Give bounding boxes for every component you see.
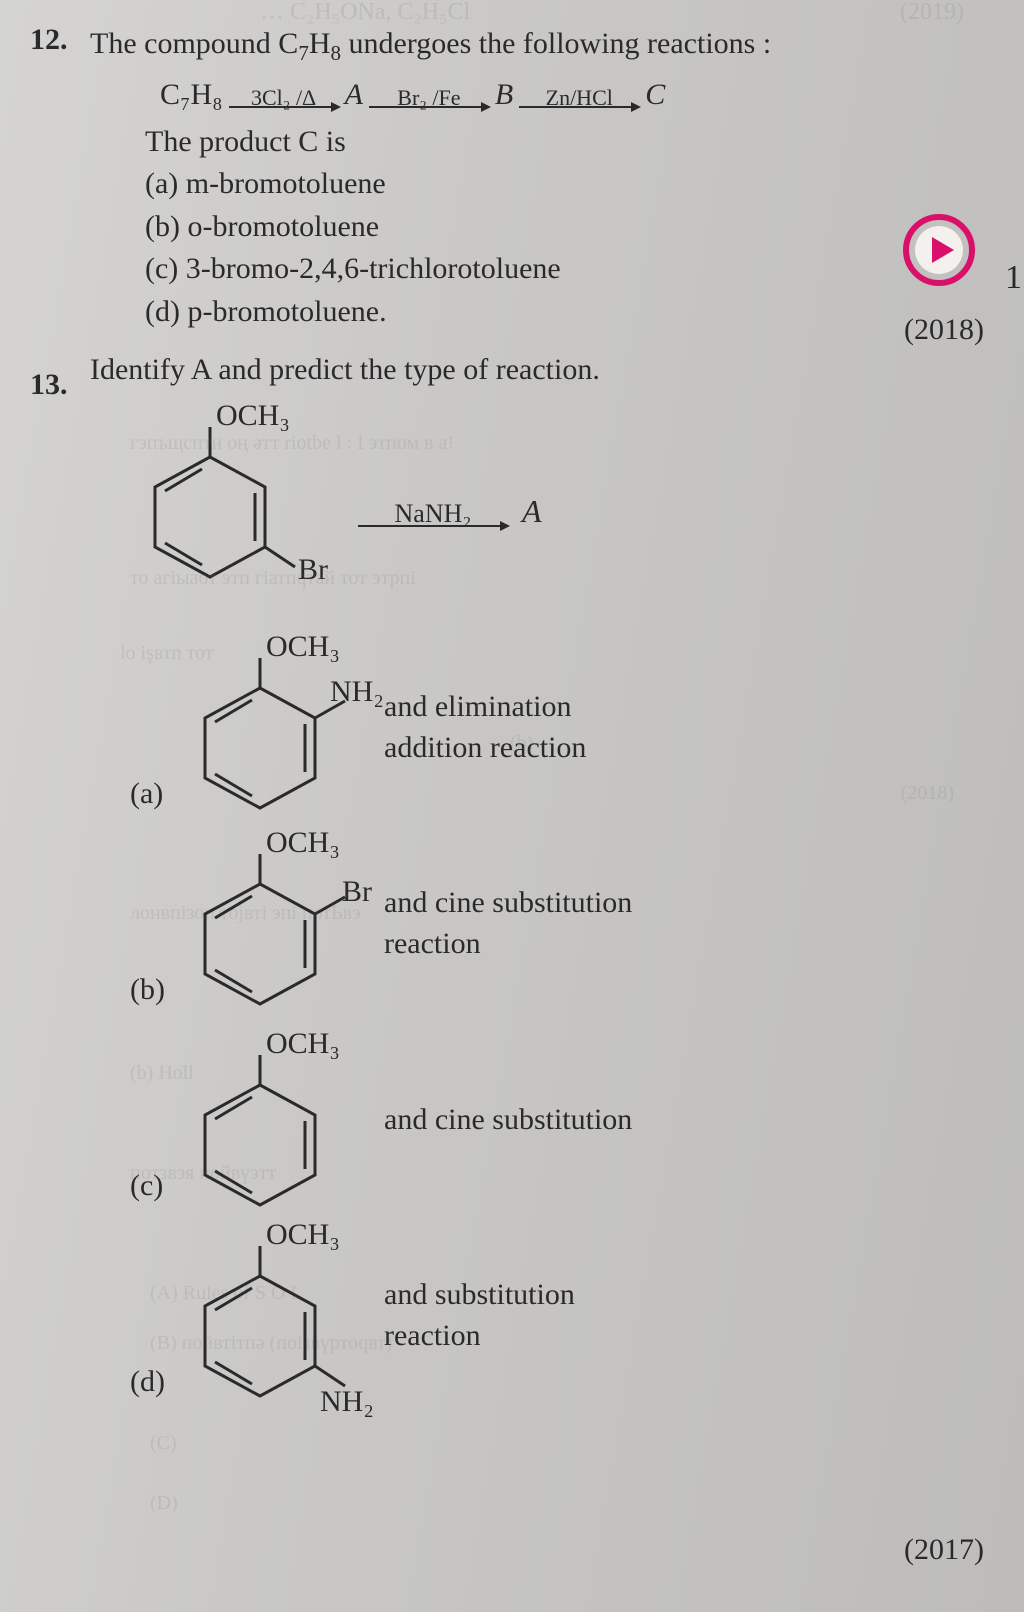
q12-C: C	[645, 75, 665, 116]
option-a-text: and elimination addition reaction	[384, 687, 586, 768]
arrow-1: 3Cl₂ /Δ	[229, 83, 339, 109]
question-number-13: 13.	[30, 365, 68, 406]
page: … C₂H₅ONa, C₂H₅Cl (2019) 12. The compoun…	[0, 0, 1024, 1612]
q12-prompt-a: The compound C	[90, 27, 298, 60]
q13-option-a: (a) OCH₃ NH₂ and elimination addition re…	[130, 633, 994, 823]
video-play-badge[interactable]	[904, 215, 974, 285]
option-b-label: (b)	[130, 970, 190, 1019]
q13-reactant-structure: OCH₃ Br	[130, 397, 350, 627]
year-2018: (2018)	[904, 310, 984, 351]
option-a-structure: OCH₃ NH₂	[190, 633, 370, 823]
q12-sub2: 8	[330, 41, 341, 65]
svg-text:Br: Br	[342, 875, 372, 908]
year-2017: (2017)	[904, 1530, 984, 1571]
arrow-line	[369, 106, 489, 108]
question-number-12: 12.	[30, 20, 68, 61]
q13-option-d: (d) OCH₃ NH₂ and substitution reaction	[130, 1221, 994, 1411]
q12-A: A	[345, 75, 363, 116]
svg-text:OCH₃: OCH₃	[266, 1218, 340, 1251]
svg-text:OCH₃: OCH₃	[266, 1027, 340, 1060]
arrow-line	[229, 106, 339, 108]
option-b-text: and cine substitution reaction	[384, 883, 632, 964]
option-b-text-1: and cine substitution	[384, 883, 632, 924]
play-icon	[904, 215, 974, 285]
q12-line2: The product C is	[145, 122, 994, 163]
option-c-structure: OCH₃	[190, 1025, 370, 1215]
option-c-text: and cine substitution	[384, 1100, 632, 1141]
option-a-text-2: addition reaction	[384, 728, 586, 769]
ghost-text: (С)	[150, 1430, 177, 1457]
q12-opt-d: (d) p-bromotoluene.	[145, 292, 994, 333]
option-d-text-2: reaction	[384, 1316, 575, 1357]
q13-product-A: A	[522, 490, 542, 533]
ghost-text: (D)	[150, 1490, 178, 1517]
q12-opt-b: (b) o-bromotoluene	[145, 207, 994, 248]
q12-B: B	[495, 75, 513, 116]
page-edge-fragment: 1	[1005, 255, 1022, 301]
q13-reactant-row: OCH₃ Br NaNH₂ A	[130, 397, 994, 627]
q12-reaction-scheme: C₇H₈ 3Cl₂ /Δ A Br₂ /Fe B Zn/HCl C	[160, 75, 994, 116]
q12-prompt: The compound C7H8 undergoes the followin…	[90, 24, 994, 67]
q12-prompt-b: H	[309, 27, 331, 60]
reactant-top-label: OCH₃	[216, 399, 290, 432]
option-d-text: and substitution reaction	[384, 1275, 575, 1356]
q12-start: C₇H₈	[160, 75, 223, 116]
option-b-structure: OCH₃ Br	[190, 829, 370, 1019]
svg-text:NH₂: NH₂	[320, 1385, 374, 1418]
arrow-line	[519, 106, 639, 108]
q13-prompt: Identify A and predict the type of react…	[90, 350, 994, 391]
arrow-line	[358, 525, 508, 527]
option-c-label: (c)	[130, 1166, 190, 1215]
option-a-label: (a)	[130, 774, 190, 823]
q12-opt-c: (c) 3-bromo-2,4,6-trichlorotoluene	[145, 249, 994, 290]
option-d-text-1: and substitution	[384, 1275, 575, 1316]
reactant-br-label: Br	[298, 553, 328, 586]
arrow-3: Zn/HCl	[519, 83, 639, 109]
option-b-text-2: reaction	[384, 924, 632, 965]
option-a-text-1: and elimination	[384, 687, 586, 728]
q13-arrow: NaNH₂	[358, 496, 508, 527]
option-d-label: (d)	[130, 1362, 190, 1411]
q13-option-c: (c) OCH₃ and cine substitution	[130, 1025, 994, 1215]
svg-text:OCH₃: OCH₃	[266, 826, 340, 859]
svg-text:NH₂: NH₂	[330, 675, 384, 708]
q12-sub1: 7	[298, 41, 309, 65]
q12-prompt-c: undergoes the following reactions :	[341, 27, 771, 60]
q13-option-b: (b) OCH₃ Br and cine substitution reacti…	[130, 829, 994, 1019]
q12-opt-a: (a) m-bromotoluene	[145, 164, 994, 205]
option-d-structure: OCH₃ NH₂	[190, 1221, 370, 1411]
svg-text:OCH₃: OCH₃	[266, 630, 340, 663]
arrow-2: Br₂ /Fe	[369, 83, 489, 109]
